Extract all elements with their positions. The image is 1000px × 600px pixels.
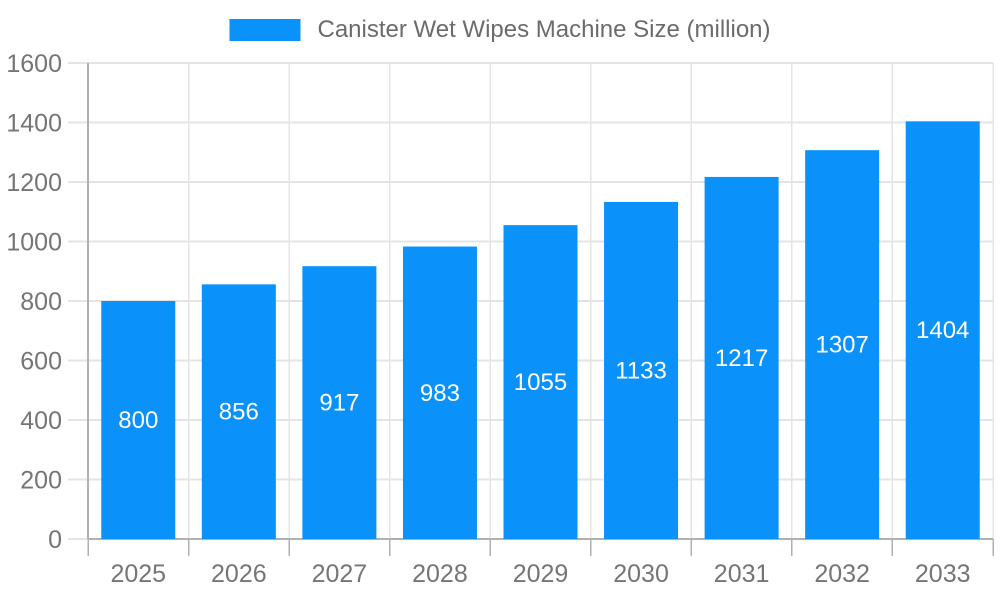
- y-tick-label-800: 800: [20, 288, 62, 316]
- y-tick-label-400: 400: [20, 407, 62, 435]
- y-tick-label-600: 600: [20, 348, 62, 376]
- bar-value-label-2032: 1307: [815, 332, 868, 359]
- bar-2027[interactable]: [302, 266, 377, 539]
- x-tick-label-2028: 2028: [412, 560, 468, 588]
- bar-value-label-2033: 1404: [916, 317, 969, 344]
- bar-2030[interactable]: [604, 201, 679, 539]
- bar-2031[interactable]: [704, 176, 779, 539]
- x-tick-label-2025: 2025: [110, 560, 166, 588]
- bar-value-label-2026: 856: [219, 399, 259, 426]
- bar-2028[interactable]: [402, 246, 477, 539]
- y-tick-label-1600: 1600: [6, 50, 62, 78]
- bar-value-label-2028: 983: [420, 380, 460, 407]
- legend-label: Canister Wet Wipes Machine Size (million…: [317, 16, 771, 43]
- bar-2033[interactable]: [905, 121, 980, 539]
- bar-value-label-2027: 917: [319, 390, 359, 417]
- bar-2032[interactable]: [805, 150, 880, 540]
- x-tick-label-2029: 2029: [513, 560, 569, 588]
- bar-2026[interactable]: [201, 284, 276, 539]
- bar-value-label-2031: 1217: [715, 345, 768, 372]
- bar-2029[interactable]: [503, 225, 578, 539]
- bar-value-label-2030: 1133: [615, 357, 667, 384]
- legend[interactable]: Canister Wet Wipes Machine Size (million…: [229, 16, 771, 44]
- y-tick-label-1200: 1200: [6, 169, 62, 197]
- x-tick-label-2033: 2033: [915, 560, 971, 588]
- y-tick-label-200: 200: [20, 467, 62, 495]
- x-tick-label-2030: 2030: [613, 560, 669, 588]
- y-tick-label-1000: 1000: [6, 229, 62, 257]
- x-tick-label-2032: 2032: [814, 560, 870, 588]
- y-tick-label-1400: 1400: [6, 110, 62, 138]
- bar-value-label-2029: 1055: [514, 369, 567, 396]
- x-tick-label-2027: 2027: [312, 560, 368, 588]
- x-tick-label-2026: 2026: [211, 560, 267, 588]
- bar-value-label-2025: 800: [118, 407, 158, 434]
- y-tick-label-0: 0: [48, 526, 62, 554]
- bar-2025[interactable]: [101, 301, 176, 539]
- x-tick-label-2031: 2031: [714, 560, 770, 588]
- legend-swatch: [229, 19, 301, 41]
